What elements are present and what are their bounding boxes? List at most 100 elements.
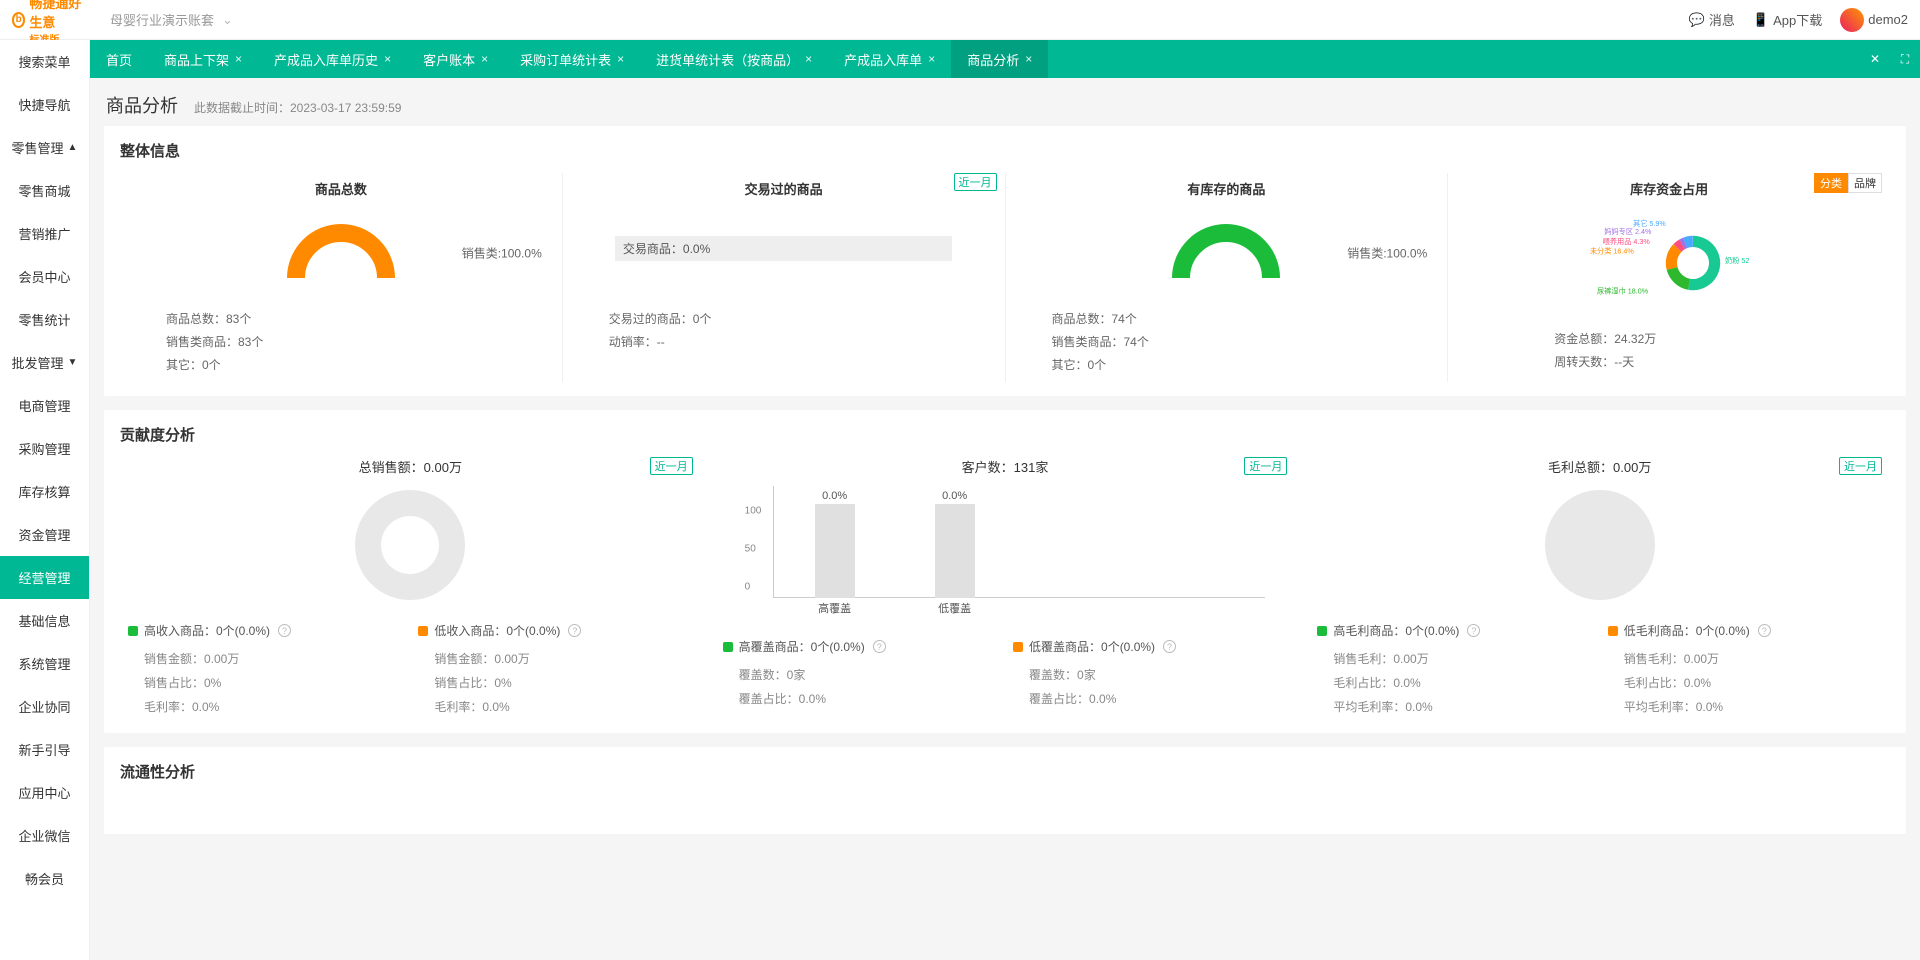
legend-row: 低覆盖商品：0个(0.0%)? <box>1013 638 1287 655</box>
close-icon[interactable]: × <box>1025 52 1032 66</box>
tab-label: 商品上下架 <box>164 50 229 69</box>
period-tag[interactable]: 近一月 <box>954 173 997 191</box>
avatar <box>1840 8 1864 32</box>
toggle-category[interactable]: 分类 <box>1814 173 1848 193</box>
sidebar-item[interactable]: 营销推广 <box>0 212 89 255</box>
sidebar-item[interactable]: 基础信息 <box>0 599 89 642</box>
help-icon[interactable]: ? <box>1467 624 1480 637</box>
tab[interactable]: 商品上下架 × <box>148 40 258 78</box>
legend-swatch <box>128 626 138 636</box>
legend-swatch <box>1608 626 1618 636</box>
tab-label: 进货单统计表（按商品） <box>656 50 799 69</box>
tab[interactable]: 客户账本× <box>407 40 504 78</box>
contrib-title: 客户数：131家 <box>962 460 1049 475</box>
category-brand-toggle: 分类 品牌 <box>1814 173 1882 193</box>
sidebar-item[interactable]: 批发管理▼ <box>0 341 89 384</box>
contribution-title: 贡献度分析 <box>120 424 1890 445</box>
contrib-card: 毛利总额：0.00万近一月高毛利商品：0个(0.0%)?销售毛利：0.00万毛利… <box>1309 457 1890 719</box>
sidebar-item[interactable]: 企业协同 <box>0 685 89 728</box>
messages-button[interactable]: 💬 消息 <box>1689 10 1735 29</box>
kv-row: 动销率：-- <box>573 331 995 354</box>
close-icon[interactable]: × <box>617 52 624 66</box>
tab[interactable]: 首页 <box>90 40 148 78</box>
card-title: 有库存的商品 <box>1016 179 1438 198</box>
phone-icon: 📱 <box>1753 12 1769 28</box>
sidebar-item[interactable]: 零售商城 <box>0 169 89 212</box>
close-icon[interactable]: × <box>481 52 488 66</box>
kv-row: 交易过的商品：0个 <box>573 308 995 331</box>
help-icon[interactable]: ? <box>1758 624 1771 637</box>
sidebar-item[interactable]: 快捷导航 <box>0 83 89 126</box>
user-menu[interactable]: demo2 <box>1840 8 1908 32</box>
card-title: 商品总数 <box>130 179 552 198</box>
toggle-brand[interactable]: 品牌 <box>1848 173 1882 193</box>
tab[interactable]: 产成品入库单× <box>828 40 951 78</box>
overview-title: 整体信息 <box>120 140 1890 161</box>
close-all-tabs-icon[interactable]: ✕ <box>1860 40 1890 78</box>
sidebar-item[interactable]: 经营管理 <box>0 556 89 599</box>
close-icon[interactable]: × <box>235 52 242 66</box>
kv-row: 毛利率：0.0% <box>418 695 692 719</box>
tab-bar: 首页商品上下架×产成品入库单历史×客户账本×采购订单统计表×进货单统计表（按商品… <box>90 40 1920 78</box>
kv-row: 销售类商品：83个 <box>130 331 552 354</box>
sidebar-item[interactable]: 畅会员 <box>0 857 89 900</box>
sidebar-item[interactable]: 库存核算 <box>0 470 89 513</box>
sidebar-item[interactable]: 新手引导 <box>0 728 89 771</box>
sidebar-item[interactable]: 系统管理 <box>0 642 89 685</box>
svg-text:其它 5.9%: 其它 5.9% <box>1633 219 1666 228</box>
legend-swatch <box>1013 642 1023 652</box>
tab[interactable]: 产成品入库单历史 × <box>258 40 407 78</box>
sidebar-item[interactable]: 电商管理 <box>0 384 89 427</box>
card-traded: 近一月 交易过的商品 交易商品：0.0% 交易过的商品：0个动销率：-- <box>562 173 1005 382</box>
account-selector[interactable]: 母婴行业演示账套 ⌄ <box>110 10 233 29</box>
kv-row: 商品总数：74个 <box>1016 308 1438 331</box>
kv-row: 商品总数：83个 <box>130 308 552 331</box>
tab[interactable]: 商品分析× <box>951 40 1048 78</box>
tab[interactable]: 采购订单统计表 × <box>504 40 640 78</box>
svg-text:妈妈专区 2.4%: 妈妈专区 2.4% <box>1604 227 1652 236</box>
svg-text:喂养用品 4.3%: 喂养用品 4.3% <box>1603 237 1651 246</box>
sidebar-item[interactable]: 企业微信 <box>0 814 89 857</box>
period-tag[interactable]: 近一月 <box>650 457 693 475</box>
help-icon[interactable]: ? <box>568 624 581 637</box>
period-tag[interactable]: 近一月 <box>1244 457 1287 475</box>
period-tag[interactable]: 近一月 <box>1839 457 1882 475</box>
sidebar-item[interactable]: 会员中心 <box>0 255 89 298</box>
help-icon[interactable]: ? <box>1163 640 1176 653</box>
sidebar-item[interactable]: 零售管理▲ <box>0 126 89 169</box>
help-icon[interactable]: ? <box>278 624 291 637</box>
chevron-down-icon: ⌄ <box>222 12 233 28</box>
close-icon[interactable]: × <box>805 52 812 66</box>
help-icon[interactable]: ? <box>873 640 886 653</box>
tab-label: 采购订单统计表 <box>520 50 611 69</box>
close-icon[interactable]: × <box>928 52 935 66</box>
kv-row: 毛利占比：0.0% <box>1317 671 1591 695</box>
gauge-label: 销售类:100.0% <box>1347 245 1427 262</box>
liquidity-panel: 流通性分析 <box>104 747 1906 834</box>
app-download-button[interactable]: 📱 App下载 <box>1753 10 1822 29</box>
card-capital: 分类 品牌 库存资金占用 奶粉 52.9%尿裤湿巾 18.0%未分类 16.4%… <box>1447 173 1890 382</box>
kv-row: 覆盖占比：0.0% <box>1013 687 1287 711</box>
logo-icon: b <box>12 12 25 28</box>
caret-icon: ▼ <box>68 357 78 368</box>
kv-row: 其它：0个 <box>1016 354 1438 377</box>
logo-text: 畅捷通好生意 <box>29 0 90 31</box>
sidebar-item[interactable]: 资金管理 <box>0 513 89 556</box>
overview-panel: 整体信息 商品总数 销售类:100.0% 商品总数：83个销售类商品：8 <box>104 126 1906 396</box>
page-subtitle: 此数据截止时间：2023-03-17 23:59:59 <box>194 99 401 116</box>
sidebar-item[interactable]: 应用中心 <box>0 771 89 814</box>
sidebar-item[interactable]: 采购管理 <box>0 427 89 470</box>
tab-label: 产成品入库单历史 <box>274 50 378 69</box>
sidebar-item[interactable]: 搜索菜单 <box>0 40 89 83</box>
kv-row: 毛利率：0.0% <box>128 695 402 719</box>
svg-text:未分类 16.4%: 未分类 16.4% <box>1590 246 1635 255</box>
sidebar-item[interactable]: 零售统计 <box>0 298 89 341</box>
contrib-title: 总销售额：0.00万 <box>359 460 462 475</box>
tab[interactable]: 进货单统计表（按商品） × <box>640 40 828 78</box>
kv-row: 资金总额：24.32万 <box>1518 328 1880 351</box>
kv-row: 销售毛利：0.00万 <box>1608 647 1882 671</box>
contrib-card: 总销售额：0.00万近一月高收入商品：0个(0.0%)?销售金额：0.00万销售… <box>120 457 701 719</box>
close-icon[interactable]: × <box>384 52 391 66</box>
fullscreen-icon[interactable]: ⛶ <box>1890 40 1920 78</box>
content-scroll[interactable]: 商品分析 此数据截止时间：2023-03-17 23:59:59 整体信息 商品… <box>90 78 1920 960</box>
